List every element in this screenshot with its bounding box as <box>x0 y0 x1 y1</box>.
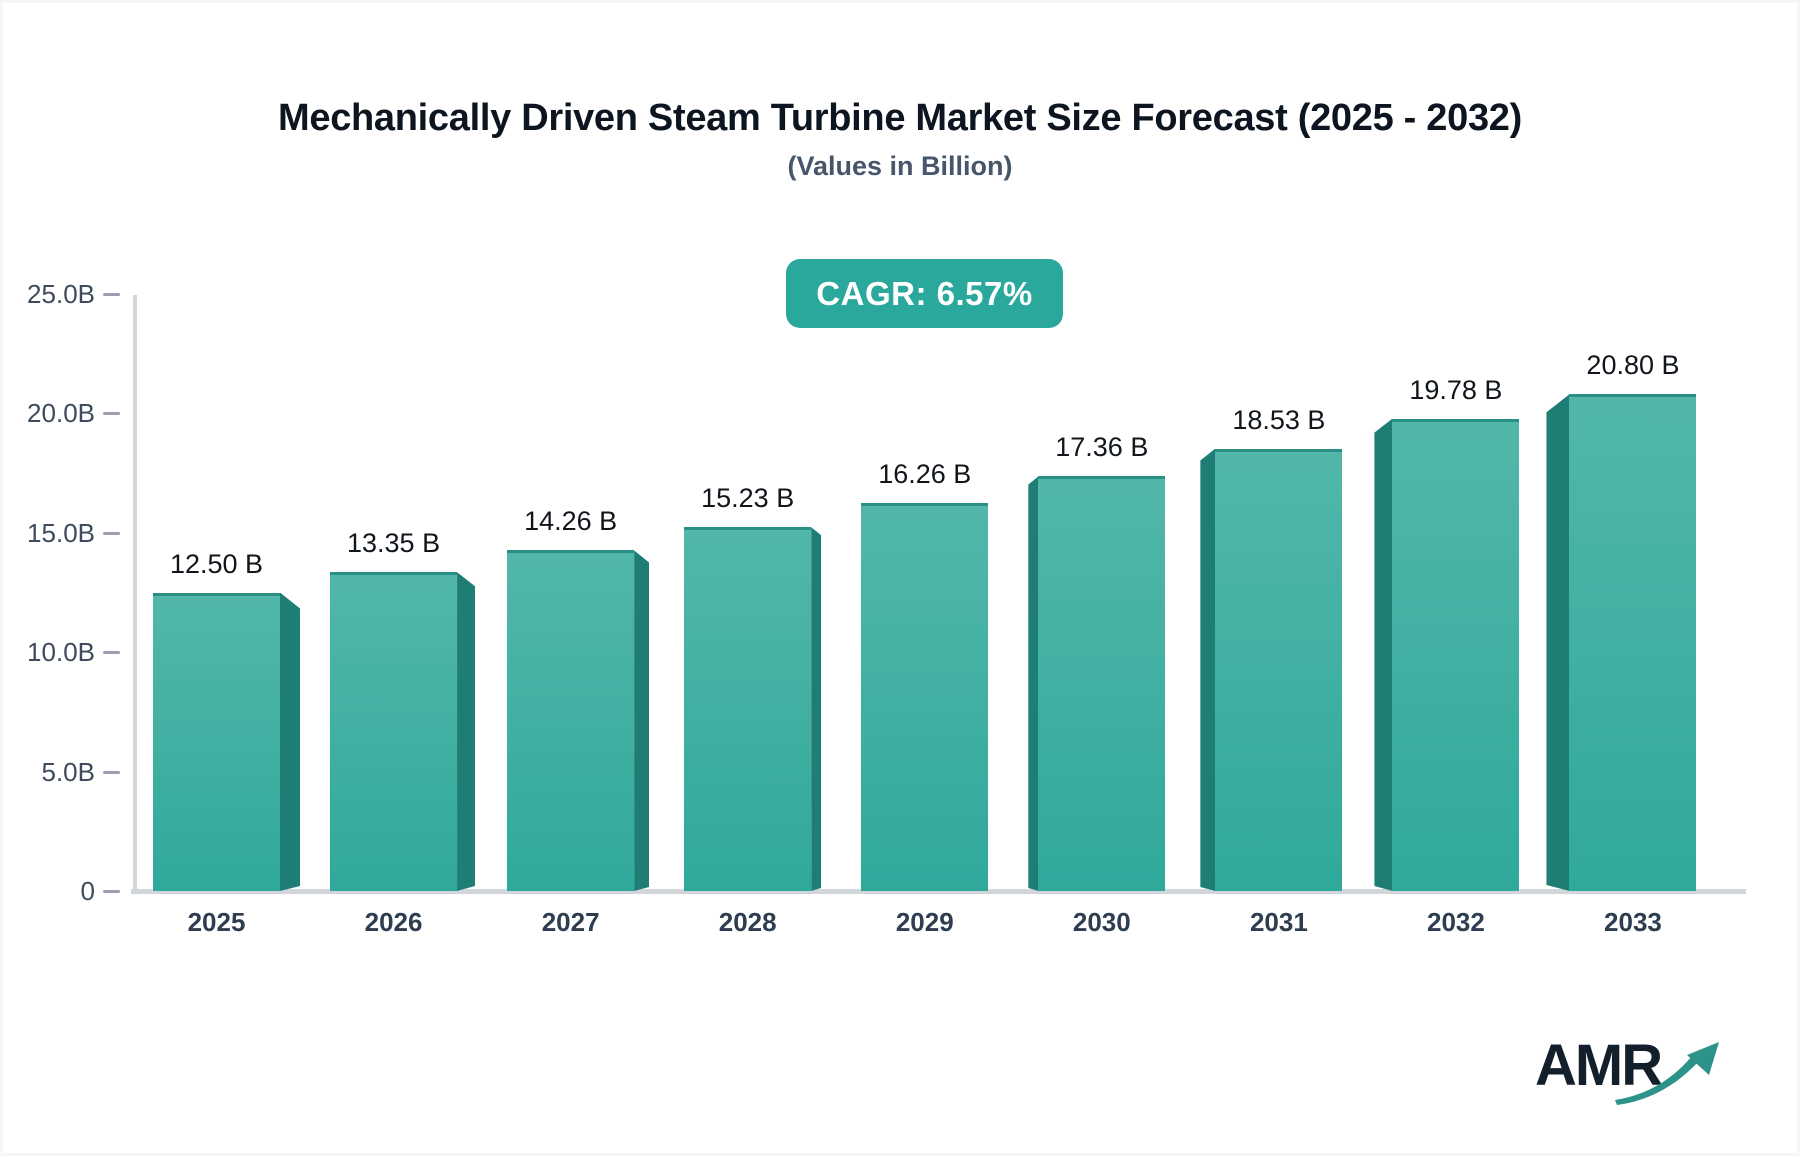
x-tick-label: 2030 <box>1072 907 1131 937</box>
bar-side-face <box>280 593 300 892</box>
cagr-badge: CAGR: 6.57% <box>786 259 1063 328</box>
cagr-badge-label: CAGR: 6.57% <box>816 274 1033 312</box>
y-tick-label: 15.0B <box>27 517 95 548</box>
x-tick-label: 2029 <box>895 907 954 937</box>
bar-2026 <box>330 572 458 891</box>
x-tick-label: 2033 <box>1604 907 1662 937</box>
bar-side-face <box>457 572 475 891</box>
y-axis-line <box>133 295 137 892</box>
bar-side-face <box>1028 476 1038 891</box>
bar-side-face <box>1200 449 1215 891</box>
bar-value-label: 16.26 B <box>878 458 972 489</box>
y-tick-dash <box>103 890 120 893</box>
bar-value-label: 12.50 B <box>169 548 264 579</box>
plot-area: 0 5.0B 10.0B 15.0B 20.0B 25.0B 12.50 B 2025 13.3… <box>3 3 1797 1153</box>
bar-side-face <box>811 527 821 891</box>
bar-side-face <box>1374 419 1392 891</box>
x-tick-label: 2028 <box>718 907 777 937</box>
y-tick-dash <box>103 293 120 296</box>
x-tick-label: 2031 <box>1249 907 1308 937</box>
y-tick-label: 20.0B <box>27 398 95 429</box>
growth-arrow-icon <box>1615 1042 1719 1105</box>
x-tick-label: 2026 <box>364 907 423 937</box>
bar-value-label: 17.36 B <box>1055 432 1149 463</box>
y-tick-label: 10.0B <box>27 637 95 668</box>
amr-logo: AMR <box>1535 1035 1745 1127</box>
bar-2029 <box>861 502 989 891</box>
x-axis-line <box>131 889 1746 894</box>
bar-2032 <box>1392 418 1520 891</box>
bar-side-face <box>634 550 649 891</box>
bar-2033 <box>1569 394 1697 891</box>
bar-value-label: 19.78 B <box>1409 374 1503 405</box>
bar-2028 <box>684 527 812 891</box>
bar-value-label: 13.35 B <box>347 528 441 559</box>
bar-2031 <box>1215 448 1343 891</box>
y-tick-dash <box>103 412 120 416</box>
chart-subtitle: (Values in Billion) <box>787 151 1013 181</box>
bar-value-label: 20.80 B <box>1586 350 1680 381</box>
bar-value-label: 15.23 B <box>701 483 795 514</box>
y-tick-dash <box>103 651 120 655</box>
y-tick-label: 0 <box>80 876 95 906</box>
bar-2030 <box>1038 476 1166 891</box>
amr-logo-text: AMR <box>1535 1033 1663 1098</box>
y-tick-label: 5.0B <box>41 756 96 787</box>
y-tick-dash <box>103 531 120 535</box>
x-tick-label: 2027 <box>541 907 600 937</box>
x-tick-label: 2025 <box>187 907 246 937</box>
x-tick-label: 2032 <box>1426 907 1485 937</box>
bar-2025 <box>153 592 280 891</box>
bar-2027 <box>507 550 635 891</box>
y-tick-dash <box>103 770 120 774</box>
y-tick-label: 25.0B <box>27 279 95 309</box>
chart-title: Mechanically Driven Steam Turbine Market… <box>278 97 1522 139</box>
bar-side-face <box>1546 394 1569 891</box>
bar-value-label: 14.26 B <box>524 506 618 537</box>
bar-value-label: 18.53 B <box>1232 404 1326 435</box>
